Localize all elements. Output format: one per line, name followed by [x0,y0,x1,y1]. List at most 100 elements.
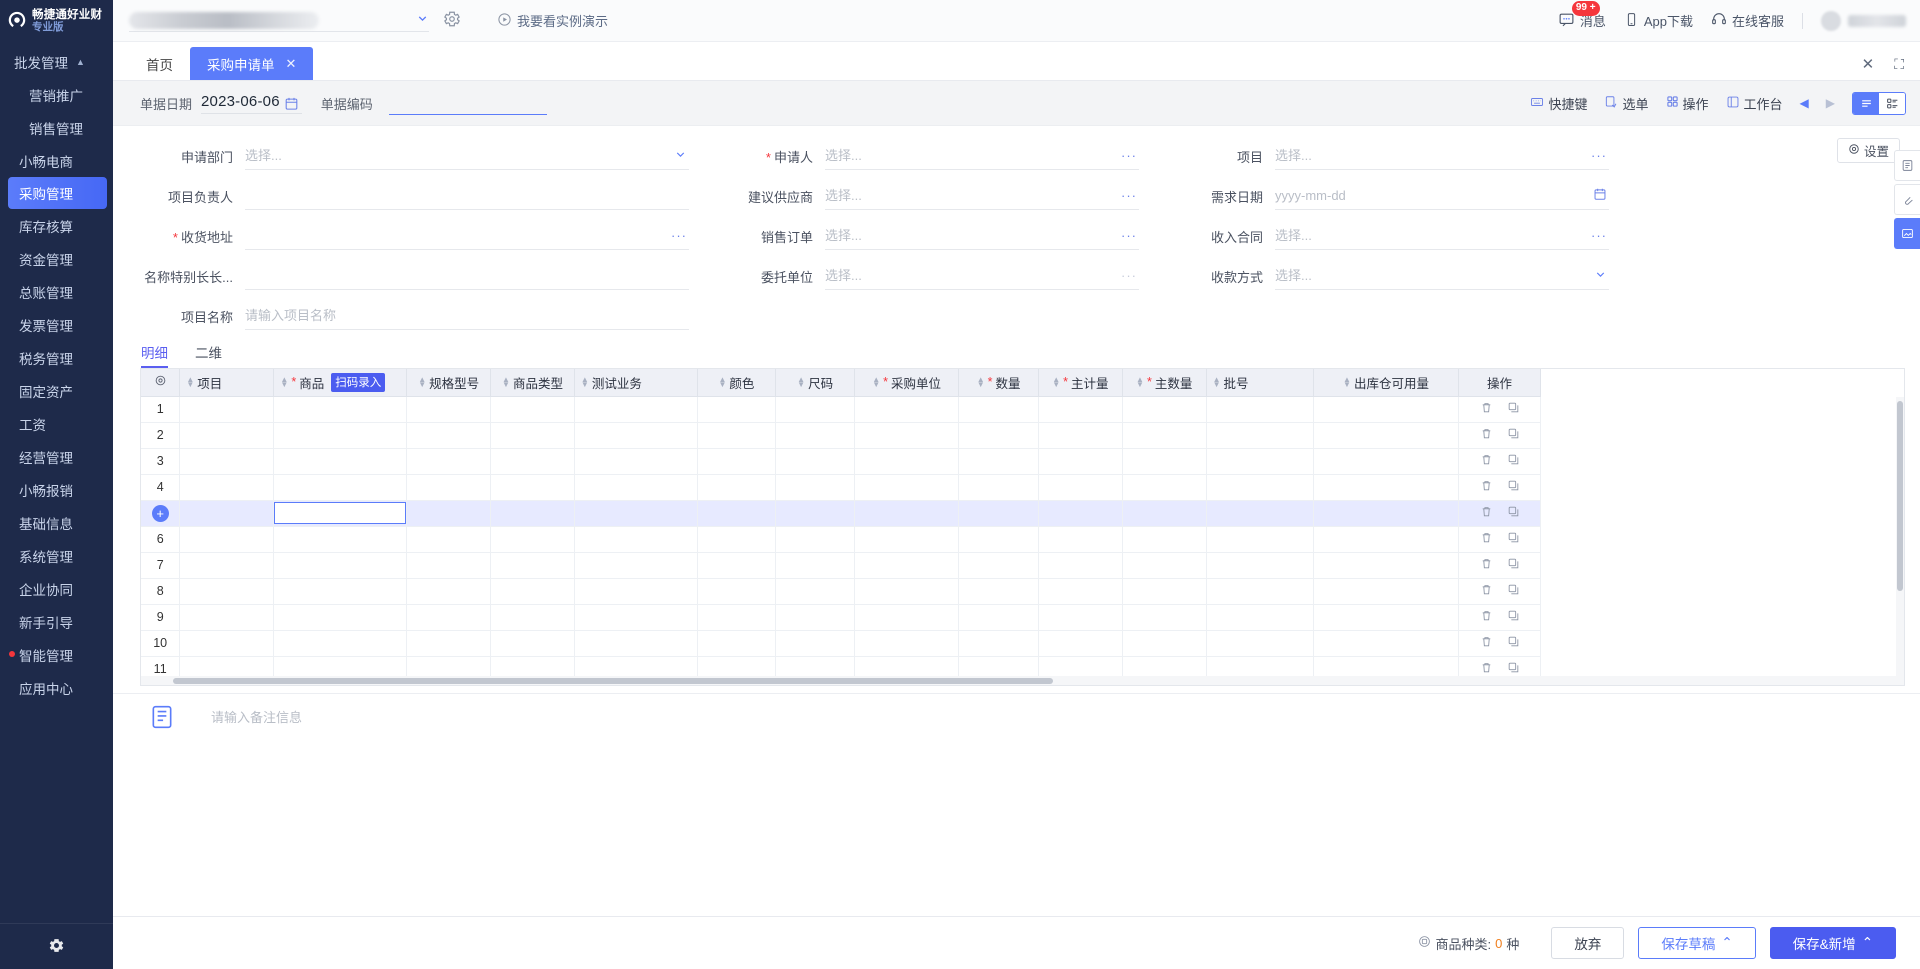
grid-cell[interactable] [775,552,855,579]
form-control-project[interactable]: ··· [1275,142,1609,170]
trash-icon[interactable] [1480,505,1493,521]
grid-cell[interactable] [179,630,275,657]
chevron-down-icon[interactable] [1594,268,1607,284]
grid-cell[interactable] [490,604,575,631]
copy-icon[interactable] [1507,661,1520,677]
detail-tab-erwei[interactable]: 二维 [195,346,222,361]
grid-column-header-13[interactable]: 操作 [1458,369,1541,397]
grid-column-header-2[interactable]: ▲ ▼ 规格型号 [406,369,492,397]
grid-cell[interactable] [490,448,575,475]
more-options-icon[interactable]: ··· [1121,188,1137,203]
close-icon[interactable]: ✕ [1861,56,1875,73]
operations-button[interactable]: 操作 [1666,94,1709,113]
grid-cell[interactable] [406,578,492,605]
grid-cell[interactable] [1038,552,1123,579]
row-actions[interactable] [1458,474,1541,501]
org-selector[interactable] [129,10,429,32]
grid-column-header-0[interactable]: ▲ ▼ 项目 [179,369,275,397]
table-row[interactable]: 7 [141,552,1541,579]
grid-column-header-6[interactable]: ▲ ▼ 尺码 [775,369,855,397]
grid-cell[interactable] [1122,526,1207,553]
grid-cell[interactable] [854,526,960,553]
grid-cell[interactable] [958,630,1039,657]
form-control-applicant[interactable]: ··· [825,142,1139,170]
messages-button[interactable]: 消息 99 + [1558,0,1606,31]
sidebar-item-8[interactable]: 发票管理 [0,308,113,341]
row-actions[interactable] [1458,552,1541,579]
grid-cell[interactable] [273,422,408,449]
copy-icon[interactable] [1507,531,1520,547]
grid-cell[interactable] [179,604,275,631]
note-input[interactable] [184,704,1920,725]
trash-icon[interactable] [1480,557,1493,573]
document-code-field[interactable]: 单据编码 [321,91,547,115]
grid-horizontal-scrollbar[interactable] [141,676,1904,685]
sort-icon[interactable]: ▲ ▼ [280,375,289,390]
doc-icon[interactable] [1894,150,1920,181]
caret-left-icon[interactable]: ◀ [1799,96,1809,110]
form-control-income-contract[interactable]: ··· [1275,222,1609,250]
input-payment-method[interactable] [1275,268,1609,283]
grid-cell[interactable] [490,552,575,579]
grid-cell[interactable] [1122,396,1207,423]
grid-cell[interactable] [273,578,408,605]
grid-cell[interactable] [775,526,855,553]
trash-icon[interactable] [1480,583,1493,599]
trash-icon[interactable] [1480,453,1493,469]
form-control-delivery-address[interactable]: ··· [245,222,689,250]
table-row[interactable]: 3 [141,448,1541,475]
grid-cell[interactable] [1122,422,1207,449]
sidebar-settings-button[interactable] [0,923,113,969]
trash-icon[interactable] [1480,531,1493,547]
copy-icon[interactable] [1507,505,1520,521]
user-menu[interactable] [1821,10,1906,31]
card-view-icon[interactable] [1879,92,1905,114]
grid-cell[interactable] [1206,526,1314,553]
grid-cell[interactable] [406,630,492,657]
grid-column-header-9[interactable]: ▲ ▼ * 主计量 [1038,369,1123,397]
grid-cell[interactable] [1122,552,1207,579]
trash-icon[interactable] [1480,479,1493,495]
grid-cell[interactable] [1313,630,1460,657]
sidebar-item-2[interactable]: 销售管理 [0,111,113,144]
grid-cell[interactable] [1206,552,1314,579]
topbar-settings-button[interactable] [443,10,461,31]
grid-cell[interactable] [958,396,1039,423]
trash-icon[interactable] [1480,635,1493,651]
input-project[interactable] [1275,148,1609,163]
grid-cell[interactable] [406,552,492,579]
grid-cell[interactable] [406,526,492,553]
grid-cell[interactable] [1206,474,1314,501]
grid-vertical-scrollbar[interactable] [1896,397,1904,676]
grid-column-header-5[interactable]: ▲ ▼ 颜色 [697,369,777,397]
sort-icon[interactable]: ▲ ▼ [186,375,195,390]
grid-cell[interactable] [958,448,1039,475]
form-settings-button[interactable]: 设置 [1836,138,1900,163]
grid-cell[interactable] [1206,630,1314,657]
grid-cell[interactable] [958,578,1039,605]
input-delivery-address[interactable] [245,228,689,243]
grid-cell[interactable] [1206,500,1314,527]
table-row[interactable]: 9 [141,604,1541,631]
grid-cell[interactable] [775,474,855,501]
workbench-button[interactable]: 工作台 [1726,94,1783,113]
grid-column-header-1[interactable]: ▲ ▼ * 商品 扫码录入 [273,369,408,397]
tab-purchase-requisition[interactable]: 采购申请单 ✕ [190,47,314,80]
grid-cell[interactable] [958,474,1039,501]
grid-cell[interactable] [1313,396,1460,423]
calendar-icon[interactable] [284,96,299,114]
input-income-contract[interactable] [1275,228,1609,243]
grid-cell[interactable] [1206,604,1314,631]
grid-cell[interactable] [775,630,855,657]
grid-cell[interactable] [574,578,698,605]
grid-cell[interactable] [775,578,855,605]
grid-cell[interactable] [1122,630,1207,657]
grid-cell[interactable] [1038,526,1123,553]
copy-icon[interactable] [1507,557,1520,573]
table-row[interactable]: + [141,500,1541,527]
row-actions[interactable] [1458,604,1541,631]
grid-column-header-11[interactable]: ▲ ▼ 批号 [1206,369,1314,397]
copy-icon[interactable] [1507,635,1520,651]
grid-cell[interactable] [1038,396,1123,423]
grid-cell[interactable] [406,500,492,527]
